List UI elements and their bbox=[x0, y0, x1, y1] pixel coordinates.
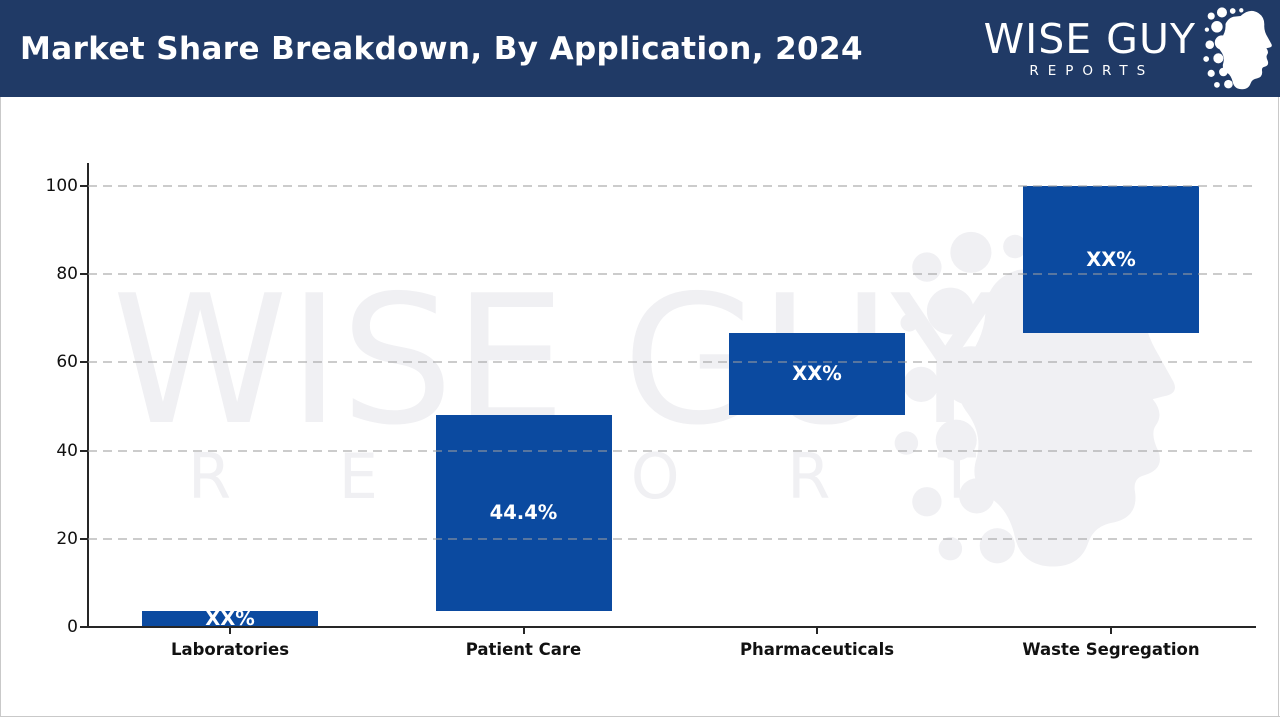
x-category-label-laboratories: Laboratories bbox=[170, 640, 290, 659]
x-tick-mark bbox=[816, 628, 818, 634]
x-tick-mark bbox=[522, 628, 525, 634]
x-axis-spine bbox=[86, 625, 1256, 628]
gridline-y-40 bbox=[88, 449, 1255, 452]
bar-value-label: XX% bbox=[205, 607, 255, 631]
y-tick-label-100: 100 bbox=[45, 176, 78, 196]
bar-value-label: XX% bbox=[1086, 247, 1136, 271]
logo-subtitle: REPORTS bbox=[1029, 62, 1155, 79]
bar-pharmaceuticals: XX% bbox=[729, 332, 905, 415]
y-tick-label-60: 60 bbox=[56, 352, 78, 373]
gridline-y-20 bbox=[88, 537, 1255, 540]
y-tick-mark-40 bbox=[80, 449, 87, 452]
y-tick-mark-20 bbox=[80, 537, 87, 540]
figure-border-right bbox=[1278, 97, 1279, 717]
figure-border-left bbox=[0, 97, 1, 717]
bar-patient-care: 44.4% bbox=[435, 414, 612, 611]
x-category-label-patient-care: Patient Care bbox=[465, 640, 582, 659]
logo-wordmark: WISE GUY bbox=[983, 14, 1196, 63]
y-axis-spine bbox=[86, 163, 89, 628]
bar-waste-segregation: XX% bbox=[1023, 186, 1199, 333]
gridline-y-60 bbox=[88, 361, 1255, 364]
x-category-label-waste-segregation: Waste Segregation bbox=[1022, 640, 1200, 659]
y-tick-label-80: 80 bbox=[56, 264, 78, 285]
y-tick-mark-80 bbox=[80, 273, 87, 276]
y-tick-mark-60 bbox=[80, 361, 87, 364]
x-tick-mark bbox=[1110, 628, 1112, 634]
gridline-y-80 bbox=[88, 273, 1255, 276]
y-tick-mark-100 bbox=[80, 185, 87, 187]
x-tick-mark bbox=[229, 628, 231, 634]
bar-laboratories: XX% bbox=[142, 607, 318, 630]
y-tick-mark-0 bbox=[80, 626, 87, 628]
figure-border-bottom bbox=[0, 716, 1280, 717]
y-tick-label-0: 0 bbox=[67, 617, 78, 637]
gridline-y-100 bbox=[88, 185, 1255, 187]
logo-text: WISE GUY REPORTS bbox=[983, 14, 1196, 79]
y-tick-label-20: 20 bbox=[56, 528, 78, 549]
wise-guy-reports-logo: WISE GUY REPORTS bbox=[984, 6, 1274, 92]
y-tick-label-40: 40 bbox=[56, 440, 78, 461]
x-category-label-pharmaceuticals: Pharmaceuticals bbox=[739, 640, 895, 659]
bar-value-label: 44.4% bbox=[489, 501, 558, 525]
bar-value-label: XX% bbox=[792, 362, 842, 386]
page-title: Market Share Breakdown, By Application, … bbox=[20, 30, 863, 67]
report-header: Market Share Breakdown, By Application, … bbox=[0, 0, 1280, 97]
logo-dot-head-icon bbox=[1200, 6, 1274, 92]
